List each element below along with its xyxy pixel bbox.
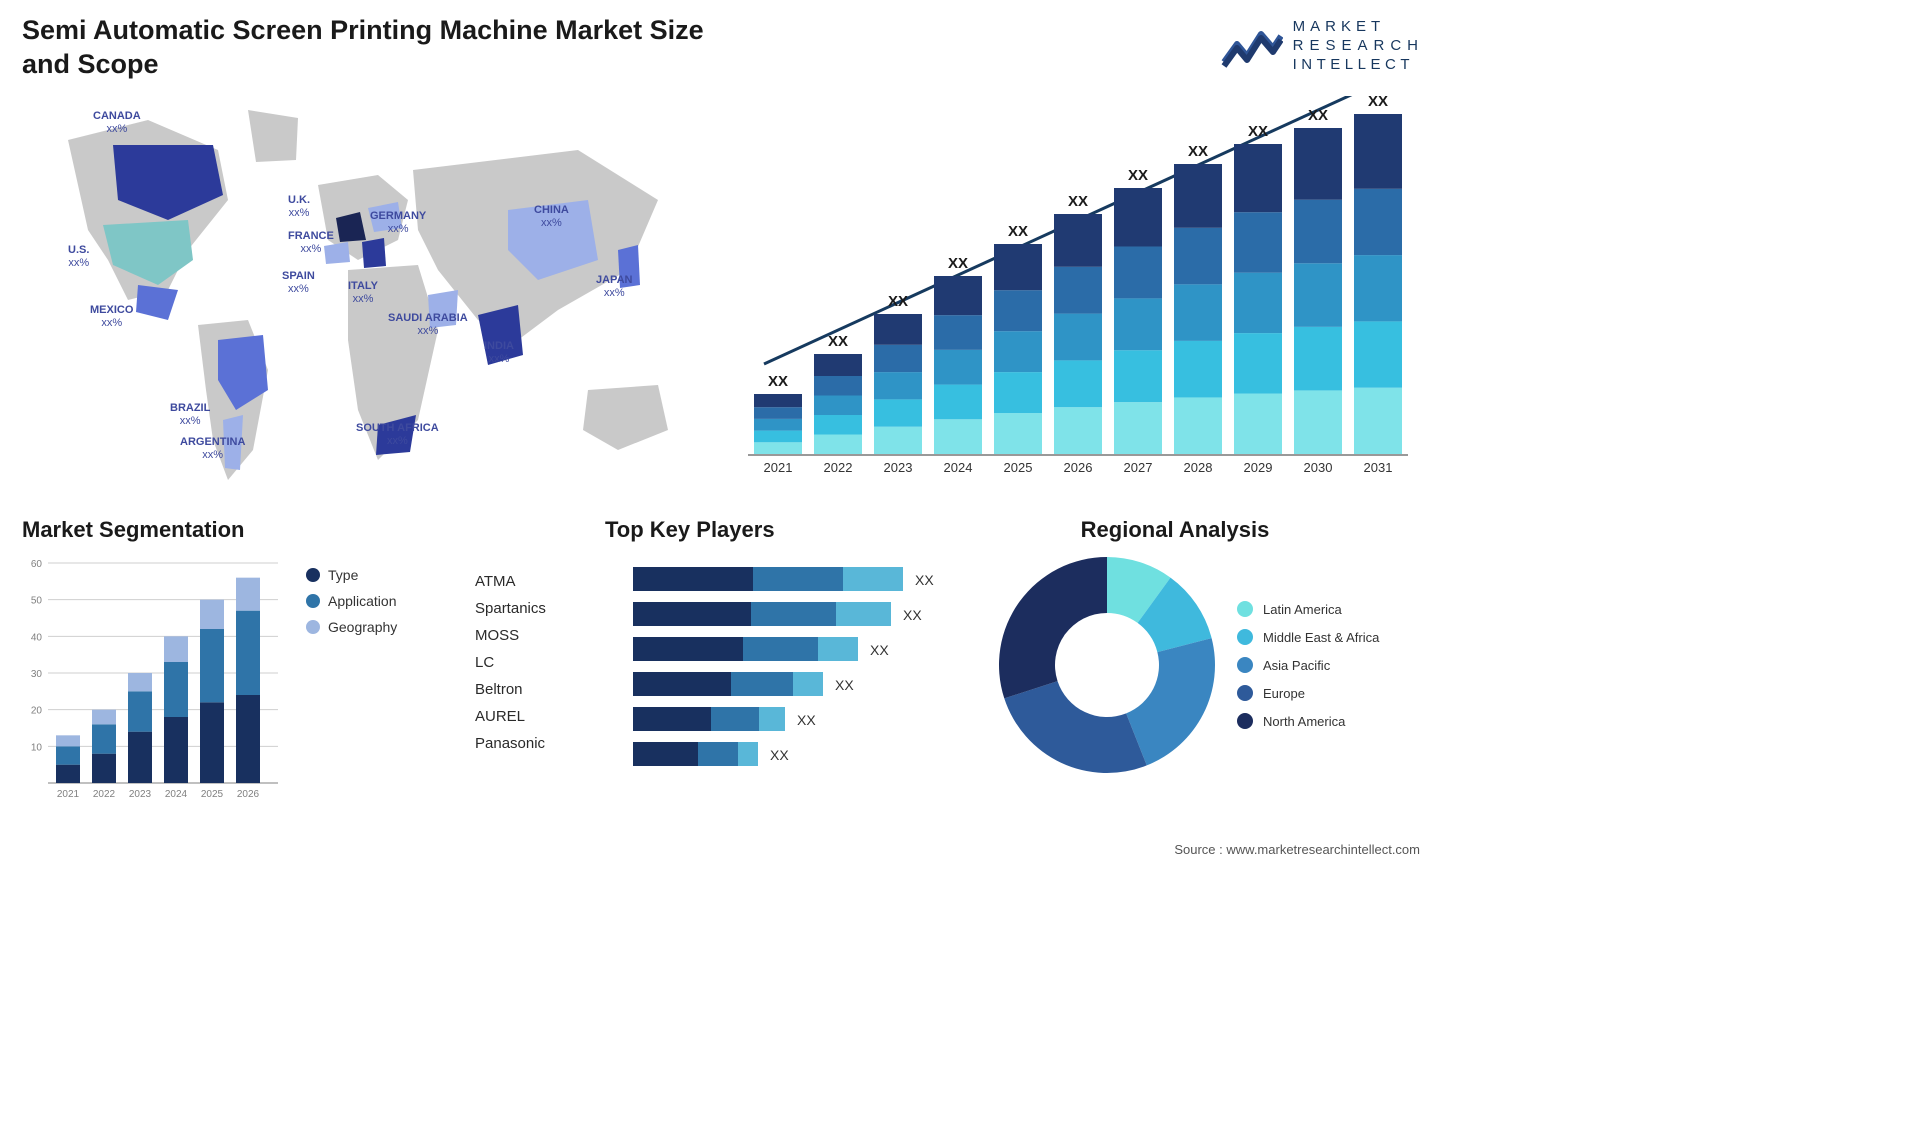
seg-legend-item: Application xyxy=(306,593,397,609)
logo-text: MARKET RESEARCH INTELLECT xyxy=(1293,18,1424,74)
svg-text:2031: 2031 xyxy=(1364,460,1393,475)
regional-legend-item: North America xyxy=(1237,713,1379,729)
svg-text:XX: XX xyxy=(948,255,968,272)
svg-text:XX: XX xyxy=(768,373,788,390)
svg-text:2022: 2022 xyxy=(824,460,853,475)
map-label-brazil: BRAZILxx% xyxy=(170,402,210,427)
svg-text:2023: 2023 xyxy=(129,789,152,800)
seg-legend-item: Type xyxy=(306,567,397,583)
svg-text:2030: 2030 xyxy=(1304,460,1333,475)
segmentation-panel: Market Segmentation 10 20 30 40 50 60 2021 2022… xyxy=(22,517,462,809)
forecast-chart: XX 2021 XX 2022 XX 2023 XX 2024 XX 2025 XX 2026 XX 20… xyxy=(738,96,1418,476)
svg-text:XX: XX xyxy=(888,293,908,310)
map-label-mexico: MEXICOxx% xyxy=(90,304,133,329)
players-panel: Top Key Players ATMASpartanicsMOSSLCBelt… xyxy=(475,517,965,543)
svg-text:XX: XX xyxy=(797,712,816,728)
svg-text:2023: 2023 xyxy=(884,460,913,475)
svg-text:2029: 2029 xyxy=(1244,460,1273,475)
player-name: MOSS xyxy=(475,627,546,644)
player-name: Beltron xyxy=(475,681,546,698)
svg-text:2026: 2026 xyxy=(1064,460,1093,475)
map-label-india: INDIAxx% xyxy=(484,340,514,365)
map-label-japan: JAPANxx% xyxy=(596,274,632,299)
svg-text:XX: XX xyxy=(870,642,889,658)
players-names: ATMA Spartanics MOSS LC Beltron AUREL Panasoni… xyxy=(475,563,546,762)
segmentation-chart: 10 20 30 40 50 60 2021 2022 2023 2024 2025 2026 xyxy=(22,557,282,809)
svg-text:2024: 2024 xyxy=(165,789,188,800)
svg-text:2025: 2025 xyxy=(1004,460,1033,475)
segmentation-title: Market Segmentation xyxy=(22,517,462,543)
brand-logo: MARKET RESEARCH INTELLECT xyxy=(1221,18,1424,74)
svg-text:XX: XX xyxy=(1128,167,1148,184)
svg-text:XX: XX xyxy=(1248,123,1268,140)
svg-text:2022: 2022 xyxy=(93,789,116,800)
map-label-argentina: ARGENTINAxx% xyxy=(180,436,245,461)
segmentation-legend: Type Application Geography xyxy=(306,557,397,645)
map-label-south-africa: SOUTH AFRICAxx% xyxy=(356,422,439,447)
svg-text:60: 60 xyxy=(31,559,43,570)
svg-text:XX: XX xyxy=(1308,107,1328,124)
regional-legend: Latin America Middle East & Africa Asia Pa… xyxy=(1237,589,1379,741)
svg-text:10: 10 xyxy=(31,742,43,753)
svg-text:XX: XX xyxy=(915,572,934,588)
map-label-germany: GERMANYxx% xyxy=(370,210,426,235)
player-name: Panasonic xyxy=(475,735,546,752)
svg-text:XX: XX xyxy=(828,333,848,350)
map-label-u.s.: U.S.xx% xyxy=(68,244,89,269)
svg-text:2027: 2027 xyxy=(1124,460,1153,475)
svg-text:XX: XX xyxy=(1008,223,1028,240)
regional-legend-item: Latin America xyxy=(1237,601,1379,617)
map-label-france: FRANCExx% xyxy=(288,230,334,255)
regional-legend-item: Europe xyxy=(1237,685,1379,701)
svg-text:XX: XX xyxy=(1068,193,1088,210)
svg-text:2028: 2028 xyxy=(1184,460,1213,475)
map-label-italy: ITALYxx% xyxy=(348,280,378,305)
page-title: Semi Automatic Screen Printing Machine M… xyxy=(22,14,722,82)
svg-text:2026: 2026 xyxy=(237,789,260,800)
svg-text:2021: 2021 xyxy=(764,460,793,475)
regional-title: Regional Analysis xyxy=(995,517,1355,543)
svg-text:XX: XX xyxy=(1188,143,1208,160)
player-name: AUREL xyxy=(475,708,546,725)
regional-legend-item: Middle East & Africa xyxy=(1237,629,1379,645)
players-chart: XX XX XX XX XX XX xyxy=(633,567,973,807)
svg-text:XX: XX xyxy=(835,677,854,693)
svg-text:XX: XX xyxy=(903,607,922,623)
svg-text:40: 40 xyxy=(31,632,43,643)
player-name: Spartanics xyxy=(475,600,546,617)
logo-mark-icon xyxy=(1221,22,1283,70)
svg-text:30: 30 xyxy=(31,669,43,680)
player-name: ATMA xyxy=(475,573,546,590)
svg-text:20: 20 xyxy=(31,706,43,717)
svg-text:2024: 2024 xyxy=(944,460,973,475)
map-label-saudi-arabia: SAUDI ARABIAxx% xyxy=(388,312,468,337)
map-label-u.k.: U.K.xx% xyxy=(288,194,310,219)
map-label-spain: SPAINxx% xyxy=(282,270,315,295)
regional-legend-item: Asia Pacific xyxy=(1237,657,1379,673)
svg-text:2021: 2021 xyxy=(57,789,80,800)
world-map-panel: CANADAxx% U.S.xx% MEXICOxx% BRAZILxx% ARGENT… xyxy=(18,90,698,490)
seg-legend-item: Geography xyxy=(306,619,397,635)
svg-text:XX: XX xyxy=(770,747,789,763)
source-label: Source : www.marketresearchintellect.com xyxy=(1174,842,1420,857)
svg-text:50: 50 xyxy=(31,596,43,607)
svg-text:XX: XX xyxy=(1368,96,1388,110)
players-title: Top Key Players xyxy=(605,517,965,543)
regional-panel: Regional Analysis Latin America Middle Ea… xyxy=(995,517,1425,777)
map-label-canada: CANADAxx% xyxy=(93,110,141,135)
svg-text:2025: 2025 xyxy=(201,789,224,800)
map-label-china: CHINAxx% xyxy=(534,204,569,229)
player-name: LC xyxy=(475,654,546,671)
regional-donut-chart xyxy=(995,553,1219,777)
